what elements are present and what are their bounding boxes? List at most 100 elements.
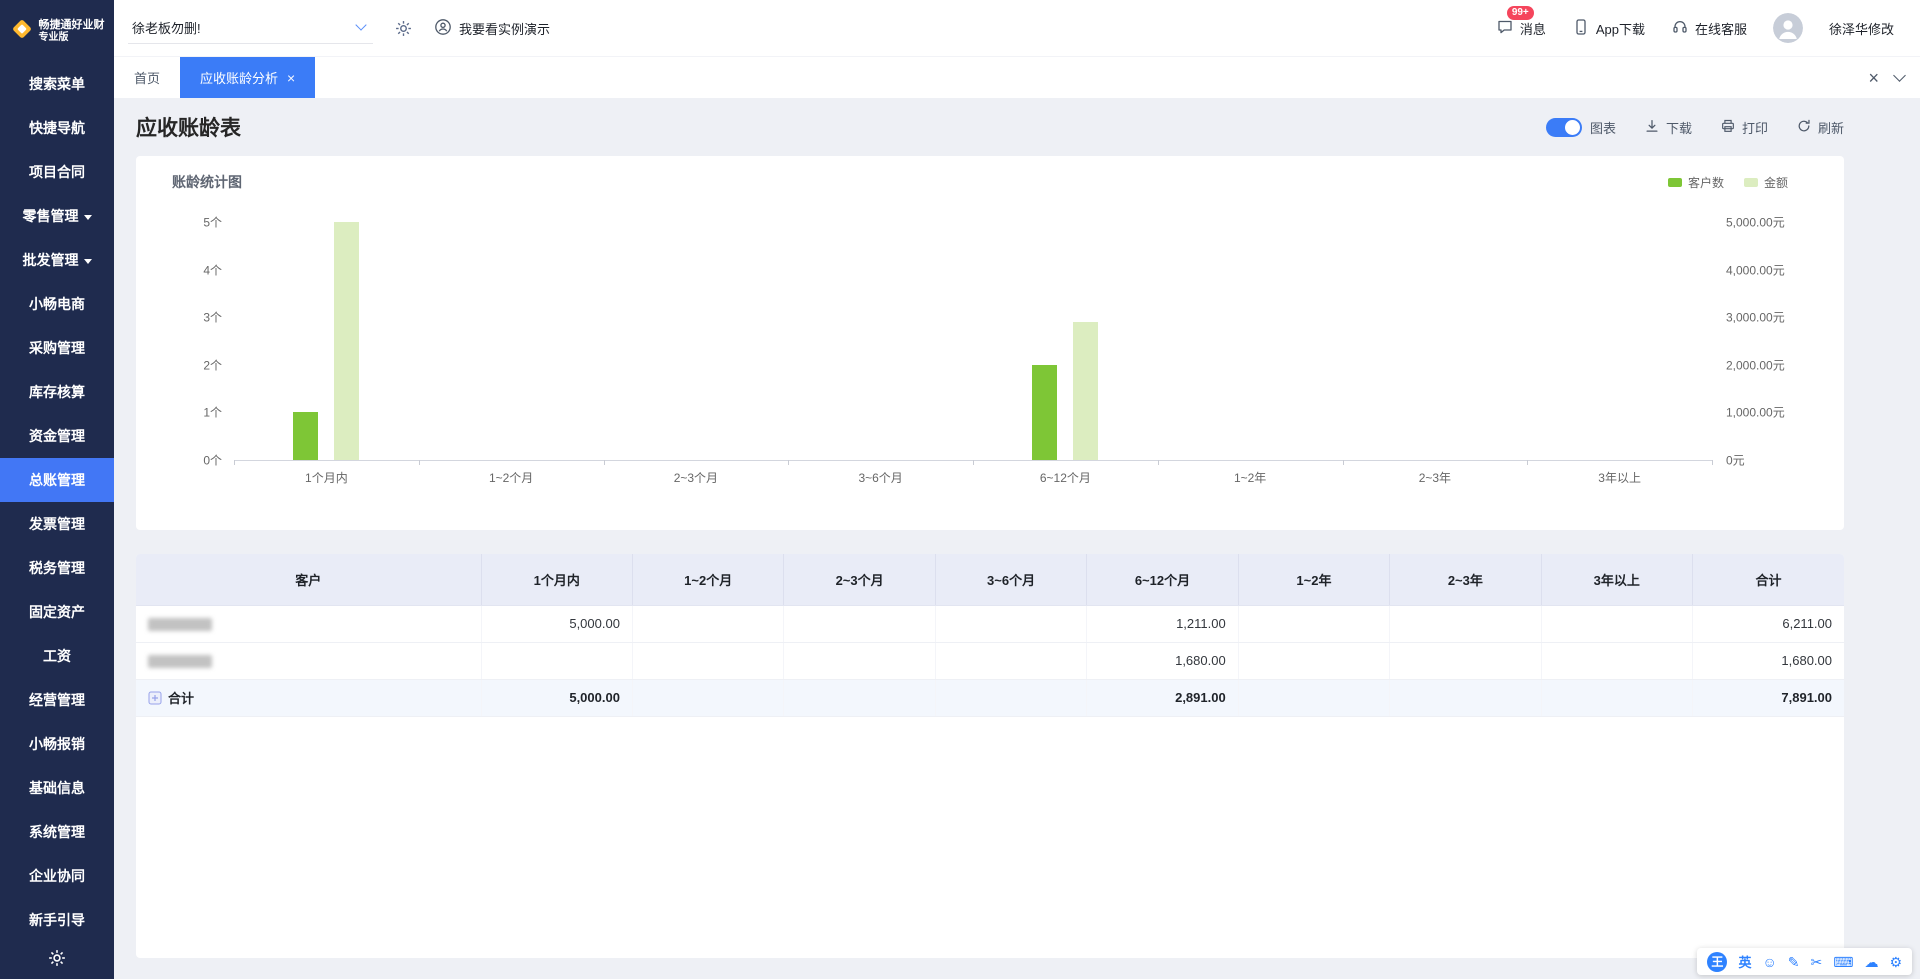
chart-legend: 客户数 金额 <box>1667 174 1788 191</box>
company-selector[interactable]: 徐老板勿删! <box>128 12 373 44</box>
legend-item[interactable]: 金额 <box>1743 174 1788 191</box>
sidebar-item-label: 资金管理 <box>29 428 85 444</box>
y-axis-tick-label: 1个 <box>203 405 222 420</box>
cloud-icon[interactable]: ☁ <box>1864 953 1879 970</box>
chart-bar <box>1073 322 1099 460</box>
sidebar-settings-gear-icon[interactable] <box>0 949 114 967</box>
scissors-icon[interactable]: ✂ <box>1810 953 1823 970</box>
sidebar-item[interactable]: 快捷导航 <box>0 106 114 150</box>
pencil-icon[interactable]: ✎ <box>1787 953 1800 970</box>
table-cell: 2,891.00 <box>1086 679 1239 717</box>
sidebar-item[interactable]: 固定资产 <box>0 590 114 634</box>
sidebar-item[interactable]: 经营管理 <box>0 678 114 722</box>
chevron-down-icon[interactable] <box>1893 68 1906 82</box>
chat-bubble-icon <box>1496 18 1514 39</box>
table-cell: 7,891.00 <box>1692 679 1844 717</box>
tab[interactable]: 首页 <box>114 57 180 98</box>
sidebar-item[interactable]: 小畅电商 <box>0 282 114 326</box>
company-selector-value: 徐老板勿删! <box>132 21 201 36</box>
table-cell <box>1389 642 1542 680</box>
brand-line1: 畅捷通好业财 <box>38 18 105 31</box>
sidebar-item[interactable]: 库存核算 <box>0 370 114 414</box>
keyboard-icon[interactable]: ⌨ <box>1833 953 1854 970</box>
chart-toggle-label: 图表 <box>1589 120 1616 136</box>
refresh-button[interactable]: 刷新 <box>1796 118 1844 137</box>
customer-cell <box>136 605 482 643</box>
x-axis-tick <box>418 460 420 465</box>
input-method-bar: 王 英 ☺ ✎ ✂ ⌨ ☁ ⚙ <box>1697 948 1912 975</box>
download-icon <box>1644 118 1660 137</box>
customer-name-redacted <box>148 655 212 669</box>
sidebar-item[interactable]: 采购管理 <box>0 326 114 370</box>
sidebar-item[interactable]: 搜索菜单 <box>0 62 114 106</box>
x-axis-label: 3~6个月 <box>858 471 903 485</box>
tab-label: 应收账龄分析 <box>200 71 279 86</box>
sidebar-item[interactable]: 税务管理 <box>0 546 114 590</box>
aging-chart-card: 账龄统计图 客户数 金额 5个 4个 3个 2个 1个 0个 5,000.00元 4,000.0… <box>136 156 1844 530</box>
sidebar-item-label: 基础信息 <box>29 780 85 796</box>
sidebar-item[interactable]: 总账管理 <box>0 458 114 502</box>
legend-item[interactable]: 客户数 <box>1667 174 1724 191</box>
tabbar: 首页 应收账龄分析 × × <box>114 57 1920 98</box>
close-icon[interactable]: × <box>287 69 296 86</box>
ime-logo[interactable]: 王 <box>1707 951 1728 972</box>
table-cell <box>1389 679 1542 717</box>
sidebar-item[interactable]: 新手引导 <box>0 898 114 942</box>
total-label-cell: 合计 <box>136 679 482 717</box>
support-button[interactable]: 在线客服 <box>1671 18 1747 39</box>
table-row[interactable]: 1,680.00 1,680.00 <box>136 642 1844 680</box>
app-download-button[interactable]: App下载 <box>1572 18 1645 39</box>
topbar-right: 99+ 消息 App下载 在线客服 <box>1496 5 1894 43</box>
chart-plot: 5个 4个 3个 2个 1个 0个 5,000.00元 4,000.00元 3,000.00元 2… <box>203 216 1784 486</box>
tab[interactable]: 应收账龄分析 × <box>180 57 316 98</box>
demo-link[interactable]: 我要看实例演示 <box>434 18 550 39</box>
close-icon[interactable]: × <box>1868 67 1879 88</box>
sidebar-item[interactable]: 零售管理 <box>0 194 114 238</box>
chart-toggle[interactable] <box>1545 117 1582 137</box>
download-label: 下载 <box>1665 120 1692 136</box>
table-cell <box>935 605 1088 643</box>
chart-category-slot: 1个月内 <box>234 222 419 485</box>
table-cell <box>632 642 785 680</box>
sidebar-item[interactable]: 资金管理 <box>0 414 114 458</box>
table-row[interactable]: 5,000.00 1,211.00 6,211.00 <box>136 605 1844 643</box>
sidebar-item-label: 批发管理 <box>22 252 79 268</box>
messages-badge: 99+ <box>1506 5 1534 20</box>
app-download-label: App下载 <box>1595 21 1645 37</box>
sidebar-item[interactable]: 项目合同 <box>0 150 114 194</box>
sidebar-item[interactable]: 批发管理 <box>0 238 114 282</box>
brand-text: 畅捷通好业财 专业版 <box>39 19 105 43</box>
refresh-label: 刷新 <box>1817 120 1844 136</box>
ime-language-toggle[interactable]: 英 <box>1738 955 1752 970</box>
sidebar-item[interactable]: 发票管理 <box>0 502 114 546</box>
gear-icon[interactable]: ⚙ <box>1889 953 1902 970</box>
messages-button[interactable]: 99+ 消息 <box>1496 5 1546 39</box>
column-header: 1~2年 <box>1238 554 1391 606</box>
sidebar-item[interactable]: 小畅报销 <box>0 722 114 766</box>
y-axis-tick-label: 1,000.00元 <box>1726 405 1785 420</box>
emoji-icon[interactable]: ☺ <box>1762 953 1777 970</box>
page-header: 应收账龄表 图表 下载 <box>136 98 1844 156</box>
column-header: 3年以上 <box>1541 554 1694 606</box>
x-axis-tick <box>1157 460 1159 465</box>
avatar[interactable] <box>1772 13 1803 43</box>
y-axis-tick-label: 2个 <box>203 358 222 373</box>
download-button[interactable]: 下载 <box>1644 118 1692 137</box>
x-axis-tick <box>1712 460 1713 465</box>
table-cell <box>783 605 936 643</box>
username[interactable]: 徐泽华修改 <box>1828 21 1894 37</box>
table-cell <box>1238 605 1391 643</box>
table-cell <box>1238 679 1391 717</box>
sidebar-item[interactable]: 工资 <box>0 634 114 678</box>
sidebar-item[interactable]: 基础信息 <box>0 766 114 810</box>
customer-name-redacted <box>148 618 212 632</box>
print-button[interactable]: 打印 <box>1720 118 1768 137</box>
column-header: 合计 <box>1692 554 1844 606</box>
sidebar-item[interactable]: 企业协同 <box>0 854 114 898</box>
gear-icon[interactable] <box>395 20 412 37</box>
table-cell: 6,211.00 <box>1692 605 1844 643</box>
subtotal-icon <box>148 691 162 705</box>
tabs: 首页 应收账龄分析 × <box>114 57 316 98</box>
sidebar-item[interactable]: 系统管理 <box>0 810 114 854</box>
sidebar-item-label: 税务管理 <box>29 560 85 576</box>
